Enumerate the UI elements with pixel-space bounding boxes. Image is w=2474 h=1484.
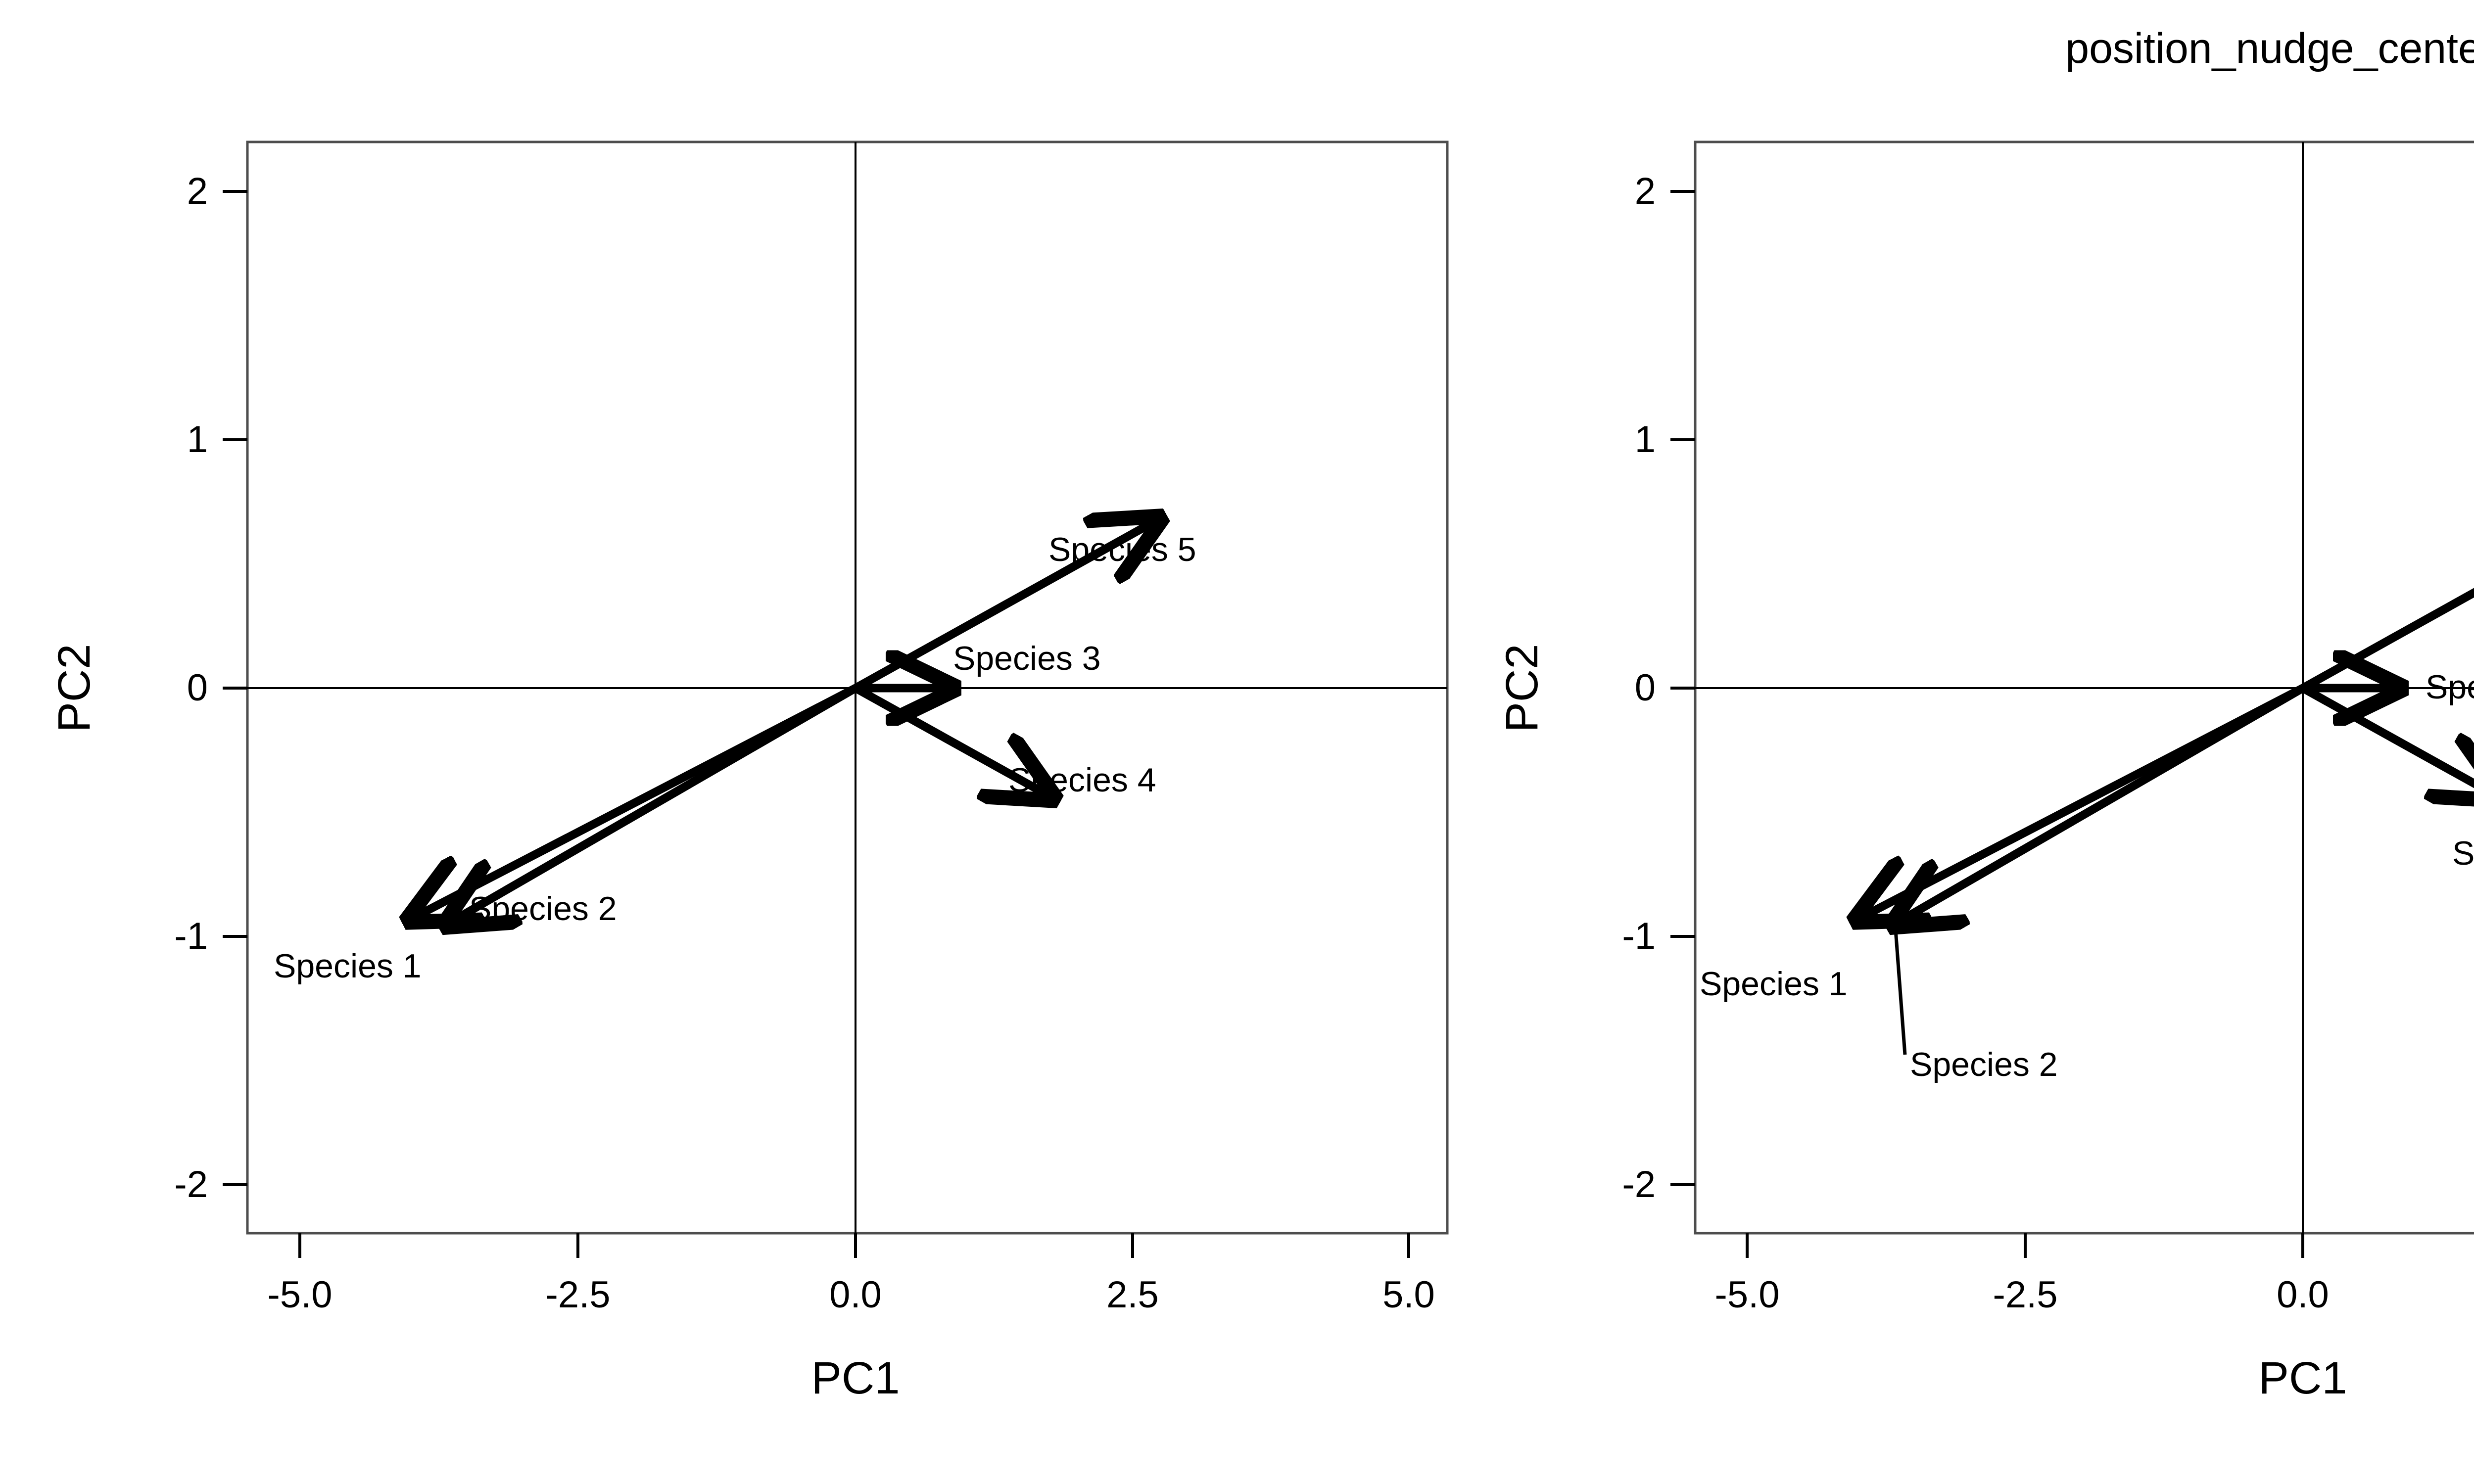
xtick-label: 0.0 bbox=[829, 1274, 882, 1316]
panel-right-title: position_nudge_center() bbox=[2065, 25, 2474, 72]
ytick-label: 0 bbox=[1634, 667, 1656, 709]
arrow-species-4 bbox=[853, 684, 1052, 797]
ytick-label: -1 bbox=[174, 915, 208, 957]
ytick-label: -2 bbox=[174, 1163, 208, 1206]
x-axis-title: PC1 bbox=[2258, 1353, 2347, 1403]
xtick-label: 2.5 bbox=[1106, 1274, 1159, 1316]
vector-label-species-4: Species 4 bbox=[1008, 761, 1156, 799]
ytick-label: 2 bbox=[187, 170, 208, 212]
panel-left: -5.0 -2.5 0.0 2.5 5.0 2 1 0 -1 -2 PC1 PC… bbox=[49, 140, 1449, 1403]
arrow-group-left bbox=[411, 519, 1158, 924]
xtick-label: -5.0 bbox=[1714, 1274, 1780, 1316]
arrow-species-2 bbox=[447, 684, 858, 924]
vector-label-species-3: Species 3 bbox=[2426, 668, 2474, 706]
vector-label-species-1: Species 1 bbox=[1700, 965, 1848, 1003]
ytick-label: 1 bbox=[1634, 418, 1656, 461]
vector-label-species-4: Species 4 bbox=[2452, 835, 2474, 872]
xtick-label: -5.0 bbox=[267, 1274, 333, 1316]
yticks-right bbox=[1670, 190, 1695, 1186]
x-axis-title: PC1 bbox=[811, 1353, 900, 1403]
arrow-group-right bbox=[1858, 588, 2474, 924]
ytick-label: 2 bbox=[1634, 170, 1656, 212]
xtick-label: 5.0 bbox=[1382, 1274, 1435, 1316]
vector-label-species-3: Species 3 bbox=[953, 640, 1101, 677]
panel-right-plot bbox=[1670, 140, 2474, 1258]
leader-line-species-2 bbox=[1893, 923, 1907, 1055]
panel-right: position_nudge_center() bbox=[1450, 0, 2474, 1484]
vector-label-species-1: Species 1 bbox=[274, 947, 422, 985]
xticks-left bbox=[298, 1233, 1410, 1258]
ytick-label: 0 bbox=[187, 667, 208, 709]
ytick-label: -2 bbox=[1622, 1163, 1656, 1206]
xtick-label: -2.5 bbox=[1993, 1274, 2058, 1316]
arrow-species-5 bbox=[853, 519, 1158, 692]
ytick-label: 1 bbox=[187, 418, 208, 461]
y-axis-title: PC2 bbox=[1497, 644, 1547, 733]
xtick-label: -2.5 bbox=[545, 1274, 611, 1316]
ytick-label: -1 bbox=[1622, 915, 1656, 957]
arrow-species-4 bbox=[2300, 684, 2474, 797]
vector-label-species-2: Species 2 bbox=[1910, 1046, 2058, 1083]
yticks-left bbox=[223, 190, 247, 1186]
arrow-species-2 bbox=[1895, 684, 2305, 924]
panel-left-plot bbox=[223, 140, 1449, 1258]
arrow-species-5 bbox=[2300, 588, 2474, 692]
vector-label-species-2: Species 2 bbox=[469, 890, 617, 928]
vector-label-species-5: Species 5 bbox=[1048, 531, 1196, 568]
y-axis-title: PC2 bbox=[49, 644, 99, 733]
xticks-right bbox=[1746, 1233, 2304, 1258]
xtick-label: 0.0 bbox=[2277, 1274, 2329, 1316]
